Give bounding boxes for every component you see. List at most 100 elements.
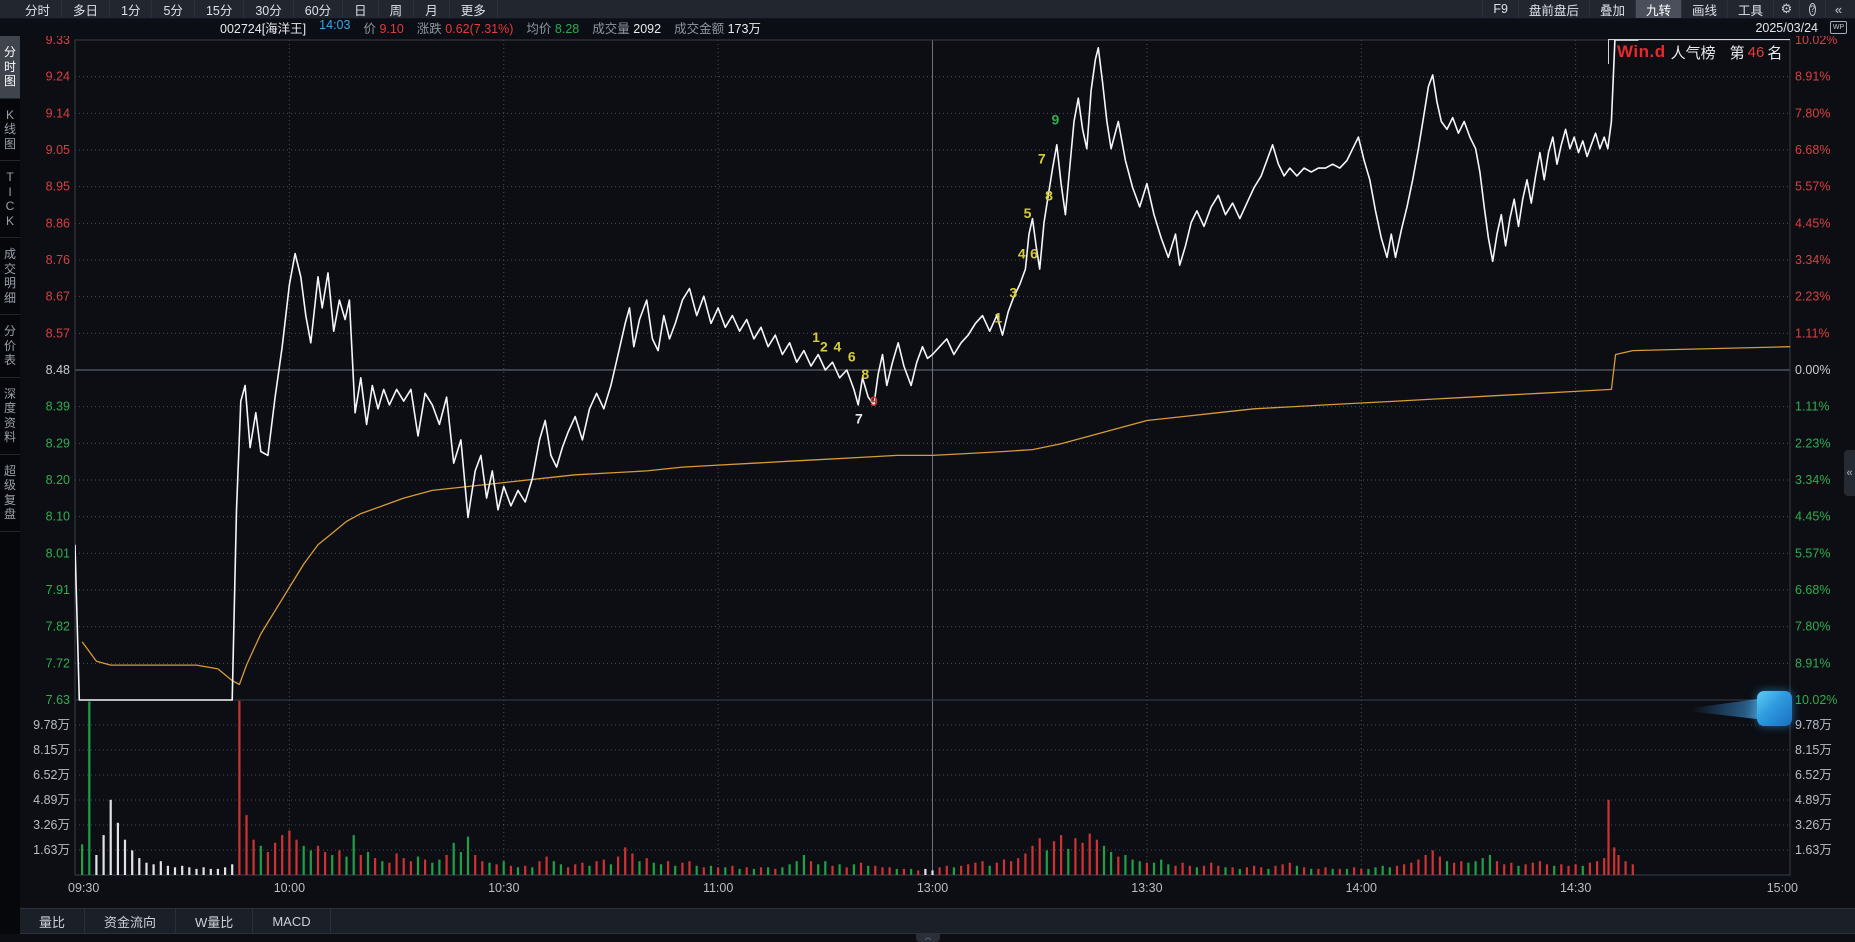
sidebar-item-超级复盘[interactable]: 超 级 复 盘 <box>0 455 20 532</box>
period-tab-5分[interactable]: 5分 <box>152 0 195 18</box>
volume-bar <box>302 845 305 875</box>
period-tab-1分[interactable]: 1分 <box>110 0 153 18</box>
volume-bar <box>1267 868 1270 875</box>
volume-bar <box>509 865 512 875</box>
period-tab-月[interactable]: 月 <box>414 0 450 18</box>
volume-bar <box>1574 864 1577 875</box>
volume-value: 2092 <box>633 22 662 36</box>
price-axis-label: 9.33 <box>46 36 70 47</box>
percent-axis-label: 2.23% <box>1795 290 1830 304</box>
volume-bar <box>445 855 448 875</box>
volume-axis-label: 6.52万 <box>33 768 70 782</box>
toolbar-button-工具[interactable]: 工具 <box>1726 0 1773 18</box>
percent-axis-label: 7.80% <box>1795 106 1830 120</box>
volume-axis-label: 9.78万 <box>1795 718 1832 732</box>
gear-icon[interactable]: ⚙ <box>1773 0 1799 18</box>
sidebar-item-TICK[interactable]: T I C K <box>0 161 20 238</box>
percent-axis-label: 7.80% <box>1795 620 1830 634</box>
panel-collapse-handle[interactable]: « <box>1844 450 1855 496</box>
volume-bar <box>1310 868 1313 875</box>
volume-bar <box>867 865 870 875</box>
sidebar-item-分时图[interactable]: 分 时 图 <box>0 36 20 99</box>
popularity-rank-badge[interactable]: Win.d 人气榜 第 46 名 <box>1608 39 1791 64</box>
volume-bar <box>81 844 84 875</box>
percent-axis-label: 8.91% <box>1795 656 1830 670</box>
volume-bar <box>745 867 748 875</box>
volume-axis-label: 3.26万 <box>1795 818 1832 832</box>
volume-bar <box>95 855 98 875</box>
volume-axis-label: 8.15万 <box>33 743 70 757</box>
volume-bar <box>1002 859 1006 875</box>
volume-bar <box>1160 859 1163 875</box>
volume-bar <box>88 701 91 875</box>
volume-bar <box>1613 847 1616 875</box>
sidebar-item-深度资料[interactable]: 深 度 资 料 <box>0 378 20 455</box>
volume-bar <box>631 853 634 875</box>
volume-bar <box>216 868 219 875</box>
volume-bar <box>960 865 963 875</box>
toolbar-button-画线[interactable]: 画线 <box>1680 0 1727 18</box>
volume-bar <box>1388 867 1391 875</box>
volume-bar <box>681 862 684 875</box>
volume-bar <box>366 852 370 875</box>
volume-bar <box>102 835 105 875</box>
period-tab-15分[interactable]: 15分 <box>195 0 245 18</box>
volume-bar <box>1238 868 1241 875</box>
toolbar-right-buttons: F9 盘前盘后 叠加 九转 画线 工具 ⚙? « <box>1482 0 1855 18</box>
volume-bar <box>516 867 520 875</box>
volume-bar <box>702 867 705 875</box>
toolbar-button-盘前盘后[interactable]: 盘前盘后 <box>1517 0 1589 18</box>
assistant-widget[interactable] <box>1693 690 1793 728</box>
volume-bar <box>924 868 927 875</box>
collapse-notch[interactable]: ︿ <box>916 934 940 942</box>
percent-axis-label: 5.57% <box>1795 546 1830 560</box>
volume-bar <box>145 862 148 875</box>
volume-label: 成交量 <box>592 22 630 36</box>
volume-bar <box>466 836 470 875</box>
volume-bar <box>1510 862 1513 875</box>
volume-bar <box>802 855 805 875</box>
indicator-tab-W量比[interactable]: W量比 <box>176 909 254 933</box>
period-tab-60分[interactable]: 60分 <box>294 0 344 18</box>
price-axis-label: 8.95 <box>46 180 70 194</box>
period-tab-周[interactable]: 周 <box>379 0 415 18</box>
volume-bar <box>1117 856 1120 875</box>
indicator-tab-MACD[interactable]: MACD <box>253 909 331 933</box>
volume-bar <box>1481 858 1484 875</box>
sidebar-item-K线图[interactable]: K 线 图 <box>0 99 20 161</box>
sidebar-item-分价表[interactable]: 分 价 表 <box>0 315 20 378</box>
volume-bar <box>495 864 498 875</box>
period-tab-更多[interactable]: 更多 <box>450 0 498 18</box>
volume-bar <box>1460 861 1463 875</box>
indicator-tab-量比[interactable]: 量比 <box>20 909 86 933</box>
period-tab-30分[interactable]: 30分 <box>244 0 294 18</box>
volume-bar <box>1067 848 1070 875</box>
help-icon[interactable]: ? <box>1799 0 1825 18</box>
period-tab-分时[interactable]: 分时 <box>14 0 63 18</box>
toolbar-button-F9[interactable]: F9 <box>1482 0 1518 18</box>
period-tab-日[interactable]: 日 <box>343 0 379 18</box>
toolbar-button-九转[interactable]: 九转 <box>1634 0 1681 18</box>
volume-bar <box>488 862 491 875</box>
collapse-icon[interactable]: « <box>1825 0 1851 18</box>
volume-bar <box>895 868 898 875</box>
volume-bar <box>324 852 327 875</box>
volume-bar <box>452 842 455 875</box>
intraday-chart[interactable]: 9.33 10.02% 9.24 8.91% 9.14 7.80% 9.05 6.68% 8.9… <box>0 36 1855 942</box>
wp-monitor-icon[interactable]: WP <box>1830 21 1847 34</box>
toolbar-button-叠加[interactable]: 叠加 <box>1588 0 1635 18</box>
sidebar-item-成交明细[interactable]: 成 交 明 细 <box>0 238 20 315</box>
volume-bar <box>538 861 541 875</box>
period-tab-多日[interactable]: 多日 <box>62 0 111 18</box>
volume-bar <box>1181 862 1184 875</box>
nine-turn-marker-2: 2 <box>820 339 828 355</box>
indicator-tab-bar: 量比 资金流向 W量比 MACD <box>20 908 1855 934</box>
indicator-tab-资金流向[interactable]: 资金流向 <box>85 909 177 933</box>
time-axis-label: 13:30 <box>1131 881 1162 895</box>
percent-axis-label: 2.23% <box>1795 436 1830 450</box>
volume-bar <box>874 865 877 875</box>
volume-bar <box>274 842 277 875</box>
volume-bar <box>1060 835 1063 875</box>
volume-bar <box>159 861 162 875</box>
volume-bar <box>438 859 441 875</box>
